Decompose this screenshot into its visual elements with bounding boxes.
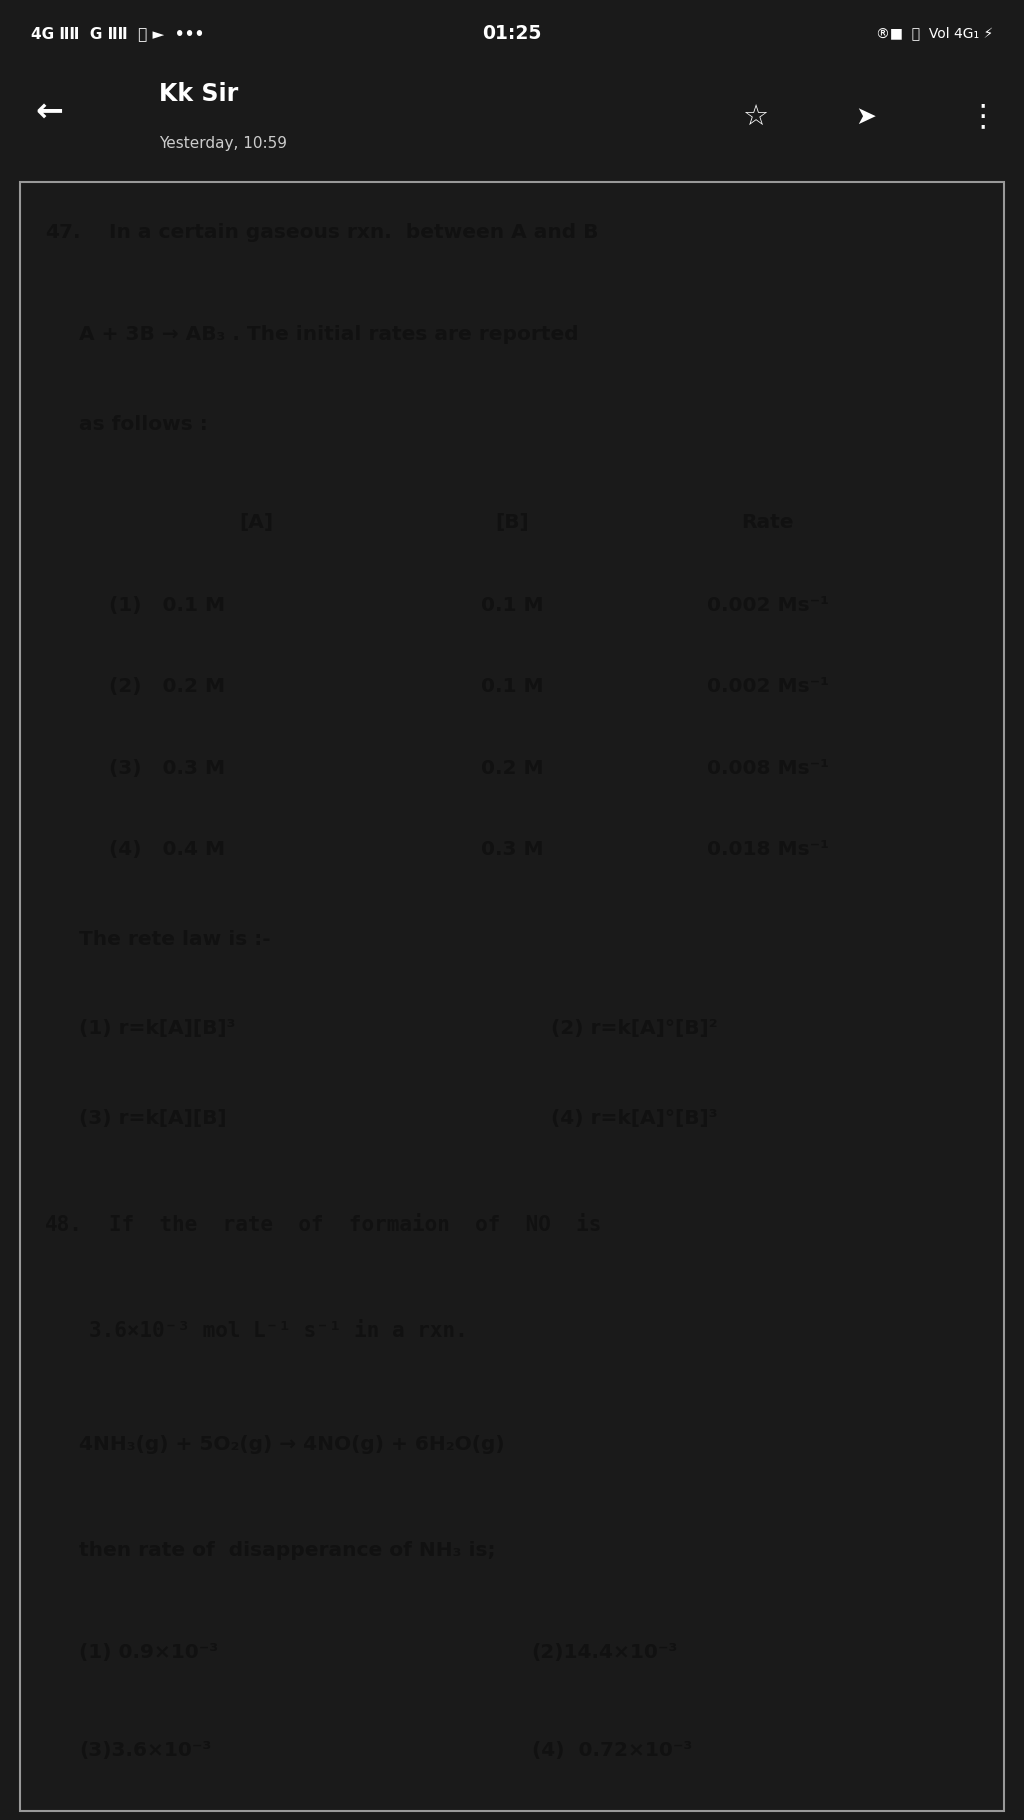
Text: (4) r=k[A]°[B]³: (4) r=k[A]°[B]³ <box>551 1108 718 1128</box>
Text: 0.3 M: 0.3 M <box>480 841 544 859</box>
Text: (2)14.4×10⁻³: (2)14.4×10⁻³ <box>531 1643 678 1662</box>
Text: then rate of  disapperance of NH₃ is;: then rate of disapperance of NH₃ is; <box>80 1540 496 1560</box>
Text: (1) 0.9×10⁻³: (1) 0.9×10⁻³ <box>80 1643 219 1662</box>
Text: ➤: ➤ <box>855 104 877 129</box>
Text: 0.008 Ms⁻¹: 0.008 Ms⁻¹ <box>707 759 828 777</box>
Text: In a certain gaseous rxn.  between A and B: In a certain gaseous rxn. between A and … <box>109 222 598 242</box>
Text: 0.018 Ms⁻¹: 0.018 Ms⁻¹ <box>707 841 828 859</box>
Text: If  the  rate  of  formaion  of  NO  is: If the rate of formaion of NO is <box>109 1214 601 1234</box>
Text: ®■  ⏰  Vol 4G₁ ⚡: ®■ ⏰ Vol 4G₁ ⚡ <box>876 25 993 40</box>
Text: [B]: [B] <box>496 513 528 531</box>
Text: ←: ← <box>36 95 63 127</box>
Text: The rete law is :-: The rete law is :- <box>80 930 271 948</box>
Text: ⋮: ⋮ <box>968 102 998 131</box>
Text: 0.2 M: 0.2 M <box>480 759 544 777</box>
Text: (1)   0.1 M: (1) 0.1 M <box>109 595 225 615</box>
Text: 47.: 47. <box>45 222 81 242</box>
Text: (3)3.6×10⁻³: (3)3.6×10⁻³ <box>80 1742 212 1760</box>
Text: 0.002 Ms⁻¹: 0.002 Ms⁻¹ <box>707 595 828 615</box>
Text: [A]: [A] <box>240 513 273 531</box>
Text: 4G ⅡⅡ  G ⅡⅡ  Ⓢ ►  •••: 4G ⅡⅡ G ⅡⅡ Ⓢ ► ••• <box>31 25 204 40</box>
Text: (2)   0.2 M: (2) 0.2 M <box>109 677 225 697</box>
Text: (3) r=k[A][B]: (3) r=k[A][B] <box>80 1108 227 1128</box>
Text: 0.1 M: 0.1 M <box>480 677 544 697</box>
Text: (4)   0.4 M: (4) 0.4 M <box>109 841 225 859</box>
Text: Rate: Rate <box>741 513 794 531</box>
Text: Kk Sir: Kk Sir <box>159 82 238 106</box>
Text: (3)   0.3 M: (3) 0.3 M <box>109 759 225 777</box>
Text: 0.002 Ms⁻¹: 0.002 Ms⁻¹ <box>707 677 828 697</box>
Text: Yesterday, 10:59: Yesterday, 10:59 <box>159 136 287 151</box>
Text: 48.: 48. <box>45 1214 83 1234</box>
Text: 3.6×10⁻³ mol L⁻¹ s⁻¹ in a rxn.: 3.6×10⁻³ mol L⁻¹ s⁻¹ in a rxn. <box>89 1321 468 1341</box>
Text: A + 3B → AB₃ . The initial rates are reported: A + 3B → AB₃ . The initial rates are rep… <box>80 326 580 344</box>
Text: as follows :: as follows : <box>80 415 208 433</box>
Text: 4NH₃(g) + 5O₂(g) → 4NO(g) + 6H₂O(g): 4NH₃(g) + 5O₂(g) → 4NO(g) + 6H₂O(g) <box>80 1434 505 1454</box>
Text: (1) r=k[A][B]³: (1) r=k[A][B]³ <box>80 1019 236 1037</box>
Text: (4)  0.72×10⁻³: (4) 0.72×10⁻³ <box>531 1742 692 1760</box>
Text: 0.1 M: 0.1 M <box>480 595 544 615</box>
Text: (2) r=k[A]°[B]²: (2) r=k[A]°[B]² <box>551 1019 718 1037</box>
Text: ☆: ☆ <box>742 102 769 131</box>
Text: 01:25: 01:25 <box>482 24 542 42</box>
